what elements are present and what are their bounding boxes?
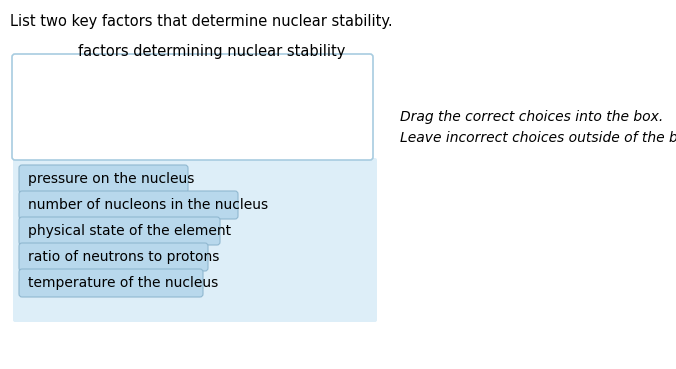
FancyBboxPatch shape (13, 158, 377, 322)
Text: ratio of neutrons to protons: ratio of neutrons to protons (28, 250, 220, 264)
Text: number of nucleons in the nucleus: number of nucleons in the nucleus (28, 198, 268, 212)
Text: temperature of the nucleus: temperature of the nucleus (28, 276, 218, 290)
Text: physical state of the element: physical state of the element (28, 224, 231, 238)
FancyBboxPatch shape (12, 54, 373, 160)
Text: pressure on the nucleus: pressure on the nucleus (28, 172, 195, 186)
Text: factors determining nuclear stability: factors determining nuclear stability (78, 44, 345, 59)
Text: Drag the correct choices into the box.
Leave incorrect choices outside of the bo: Drag the correct choices into the box. L… (400, 110, 676, 145)
FancyBboxPatch shape (19, 269, 203, 297)
FancyBboxPatch shape (19, 165, 188, 193)
FancyBboxPatch shape (19, 243, 208, 271)
FancyBboxPatch shape (19, 217, 220, 245)
Text: List two key factors that determine nuclear stability.: List two key factors that determine nucl… (10, 14, 393, 29)
FancyBboxPatch shape (19, 191, 238, 219)
